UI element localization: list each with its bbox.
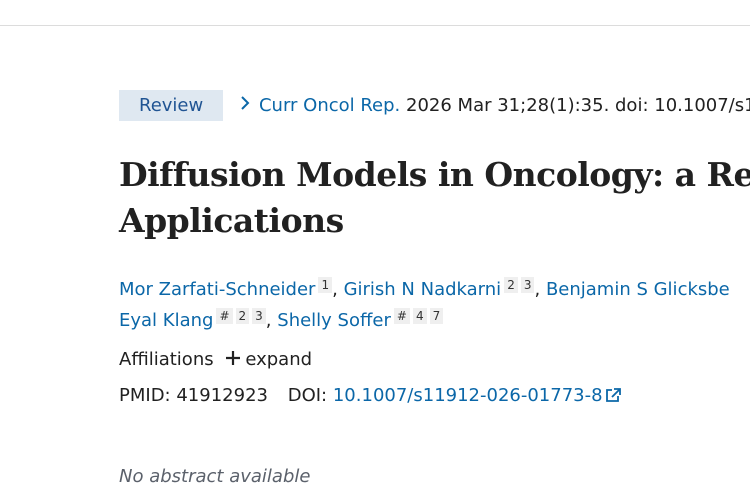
author-link[interactable]: Eyal Klang	[119, 310, 214, 331]
author-link[interactable]: Girish N Nadkarni	[343, 279, 502, 300]
affiliation-marker: 2	[235, 308, 250, 324]
author-line: Mor Zarfati-Schneider 1, Girish N Nadkarn…	[119, 270, 730, 305]
citation-row: Review Curr Oncol Rep. 2026 Mar 31;28(1)…	[119, 90, 750, 121]
affiliation-marker: 3	[252, 308, 266, 324]
expand-toggle[interactable]: expand	[245, 349, 313, 370]
doi-link[interactable]: 10.1007/s11912-026-01773-8	[332, 385, 603, 406]
author-separator: ,	[534, 279, 541, 300]
chevron-icon	[241, 96, 250, 110]
affiliations-row: Affiliations expand	[119, 349, 312, 370]
divider	[0, 25, 750, 26]
affiliation-marker: 1	[318, 277, 333, 293]
author-separator: ,	[332, 279, 338, 300]
author-line: Eyal Klang #2 3, Shelly Soffer #4 7	[119, 301, 444, 336]
no-abstract-note: No abstract available	[119, 466, 311, 487]
plus-icon[interactable]	[219, 350, 245, 366]
identifiers-row: PMID: 41912923 DOI: 10.1007/s11912-026-0…	[119, 385, 623, 406]
affiliation-marker: 2	[504, 277, 518, 293]
title-line: Diffusion Models in Oncology: a Rev	[119, 155, 750, 194]
pmid-label: PMID:	[119, 385, 171, 406]
citation-text: 2026 Mar 31;28(1):35. doi: 10.1007/s1	[406, 95, 750, 116]
affiliations-label: Affiliations	[119, 349, 214, 370]
author-separator: ,	[265, 310, 272, 331]
external-link-icon	[605, 388, 621, 402]
affiliation-marker: 7	[429, 308, 444, 324]
title-line: Applications	[119, 201, 344, 240]
affiliation-marker: 3	[520, 277, 535, 293]
journal-link[interactable]: Curr Oncol Rep.	[258, 95, 401, 116]
doi-label: DOI:	[287, 385, 328, 406]
affiliation-marker: 4	[412, 308, 427, 324]
article-type-badge: Review	[119, 90, 224, 121]
affiliation-marker: #	[393, 308, 410, 324]
author-link[interactable]: Shelly Soffer	[277, 310, 391, 331]
author-link[interactable]: Benjamin S Glicksbe	[545, 279, 730, 300]
pmid-value: 41912923	[176, 385, 268, 406]
article-title: Diffusion Models in Oncology: a Rev Appl…	[119, 152, 750, 244]
author-link[interactable]: Mor Zarfati-Schneider	[119, 279, 316, 300]
affiliation-marker: #	[216, 308, 233, 324]
